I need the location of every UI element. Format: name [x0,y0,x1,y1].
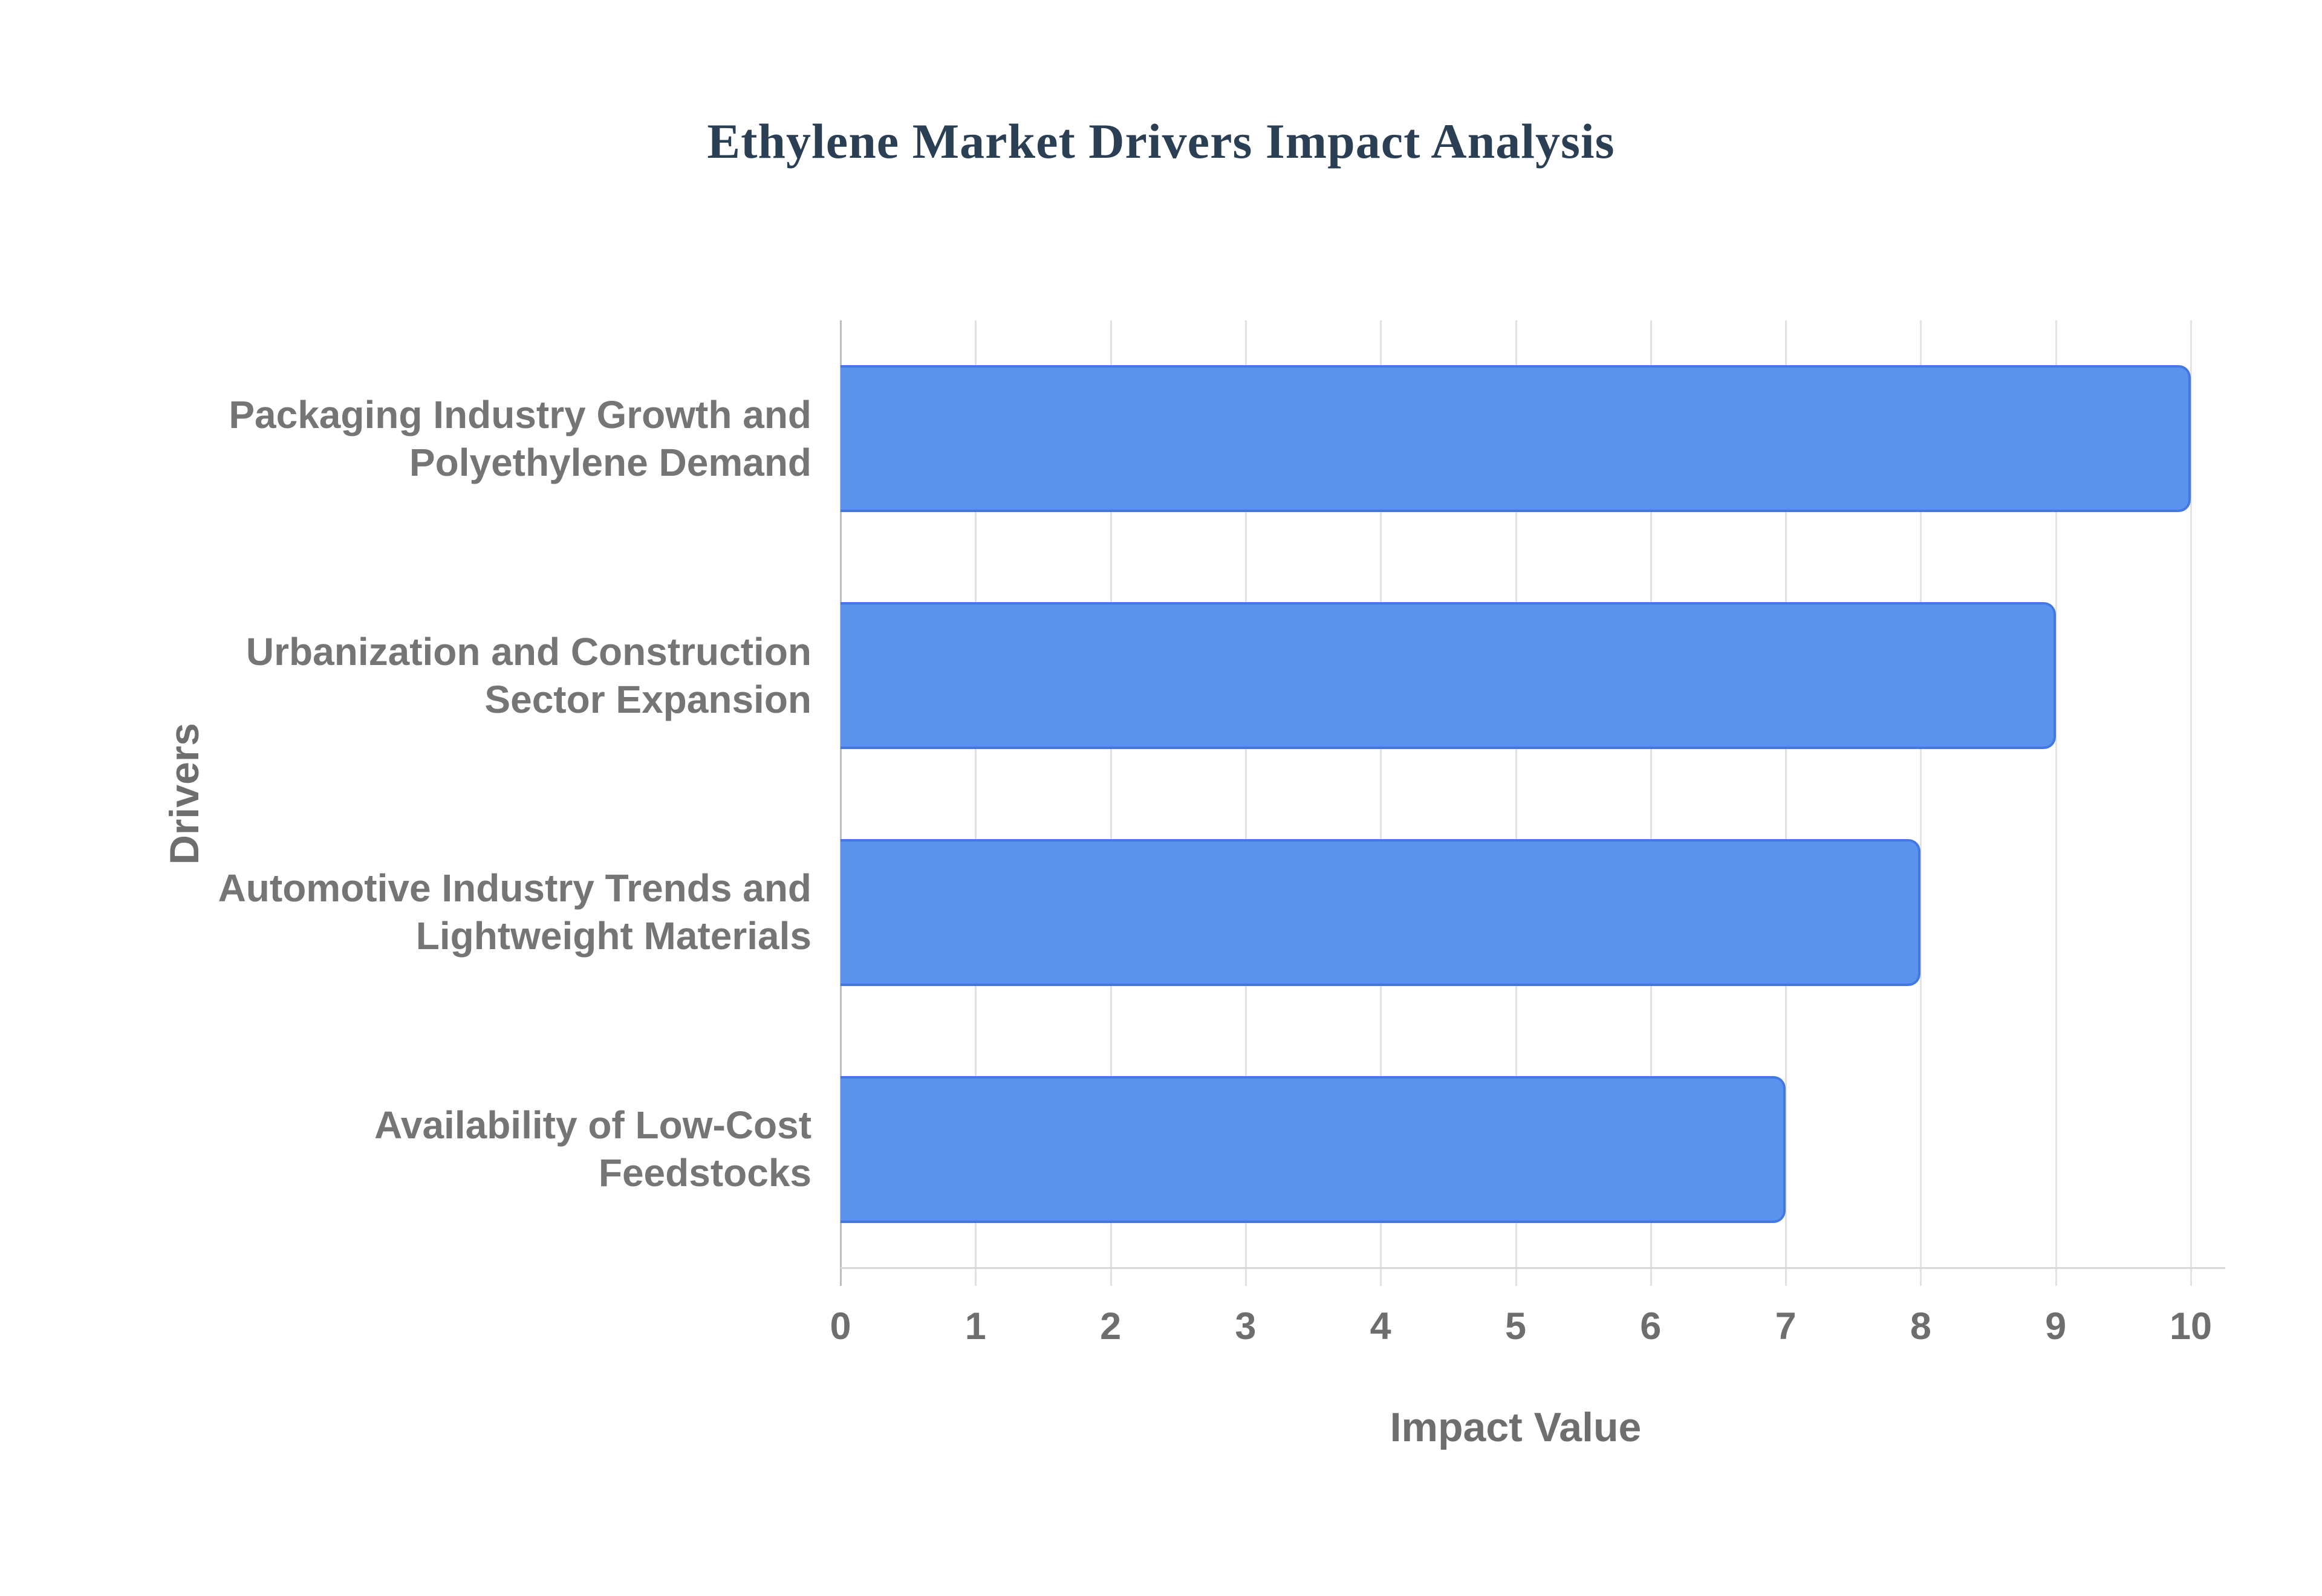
plot-area [840,320,2192,1286]
gridline-9 [2055,320,2057,1286]
x-tick-label-8: 8 [1910,1305,1931,1348]
category-label-line: Polyethylene Demand [409,440,811,484]
gridline-0 [840,320,842,1286]
x-axis-line [841,1267,2225,1269]
category-label-2: Automotive Industry Trends and Lightweigh… [207,864,811,960]
x-tick-label-9: 9 [2045,1305,2067,1348]
x-tick-label-10: 10 [2169,1305,2213,1348]
bar-0 [841,365,2191,513]
x-tick-label-2: 2 [1100,1305,1122,1348]
category-label-line: Urbanization and Construction [246,629,811,673]
chart-title: Ethylene Market Drivers Impact Analysis [707,114,1615,169]
bar-3 [841,1075,1786,1223]
gridline-7 [1785,320,1787,1286]
gridline-8 [1920,320,1922,1286]
category-label-line: Feedstocks [598,1151,811,1195]
category-label-line: Automotive Industry Trends and [218,866,811,910]
gridline-2 [1110,320,1112,1286]
category-label-0: Packaging Industry Growth and Polyethylen… [207,391,811,487]
gridline-3 [1244,320,1247,1286]
x-tick-label-0: 0 [830,1305,851,1348]
x-tick-label-1: 1 [964,1305,986,1348]
x-tick-label-3: 3 [1235,1305,1257,1348]
x-tick-label-5: 5 [1504,1305,1527,1348]
category-label-1: Urbanization and Construction Sector Expa… [207,628,811,724]
category-label-line: Lightweight Materials [415,914,811,958]
gridline-5 [1515,320,1517,1286]
gridline-6 [1650,320,1652,1286]
category-label-line: Sector Expansion [484,677,811,721]
category-label-3: Availability of Low-Cost Feedstocks [207,1101,811,1197]
x-axis-title: Impact Value [1390,1404,1642,1450]
gridline-10 [2190,320,2192,1286]
bar-1 [841,602,2056,750]
category-label-line: Availability of Low-Cost [374,1103,811,1147]
x-tick-label-7: 7 [1775,1305,1797,1348]
category-label-line: Packaging Industry Growth and [229,392,811,436]
bar-2 [841,839,1921,986]
y-axis-title: Drivers [161,722,207,865]
x-tick-label-4: 4 [1370,1305,1391,1348]
x-tick-label-6: 6 [1640,1305,1662,1348]
gridline-1 [975,320,977,1286]
gridline-4 [1380,320,1382,1286]
